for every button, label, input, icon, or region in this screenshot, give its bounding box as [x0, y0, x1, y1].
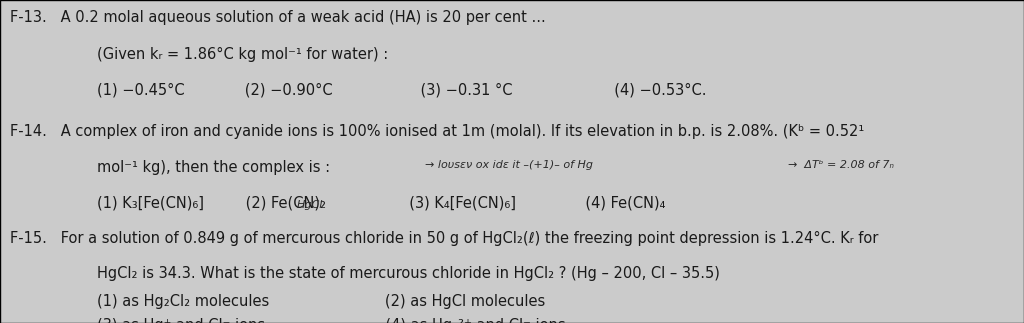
Text: (1) as Hg₂Cl₂ molecules                         (2) as HgCl molecules: (1) as Hg₂Cl₂ molecules (2) as HgCl mole…: [97, 294, 546, 309]
Text: F-15.   For a solution of 0.849 g of mercurous chloride in 50 g of HgCl₂(ℓ) the : F-15. For a solution of 0.849 g of mercu…: [10, 231, 879, 246]
Text: (Given kᵣ = 1.86°C kg mol⁻¹ for water) :: (Given kᵣ = 1.86°C kg mol⁻¹ for water) :: [97, 47, 388, 62]
Text: (1) −0.45°C             (2) −0.90°C                   (3) −0.31 °C              : (1) −0.45°C (2) −0.90°C (3) −0.31 °C: [97, 82, 707, 97]
Text: → loυsεν ox idε it –(+1)– of Hg: → loυsεν ox idε it –(+1)– of Hg: [425, 160, 593, 170]
Text: F-14.   A complex of iron and cyanide ions is 100% ionised at 1m (molal). If its: F-14. A complex of iron and cyanide ions…: [10, 124, 864, 139]
Text: (1) K₃[Fe(CN)₆]         (2) Fe(CN)₂                  (3) K₄[Fe(CN)₆]            : (1) K₃[Fe(CN)₆] (2) Fe(CN)₂ (3) K₄[Fe(CN…: [97, 195, 666, 210]
Text: (3) as Hg⁺ and Cl⁻ ions                          (4) as Hg₂²⁺ and Cl⁻ ions: (3) as Hg⁺ and Cl⁻ ions (4) as Hg₂²⁺ and…: [97, 318, 566, 323]
Text: HgCl: HgCl: [297, 200, 324, 210]
Text: F-13.   A 0.2 molal aqueous solution of a weak acid (HA) is 20 per cent ...: F-13. A 0.2 molal aqueous solution of a …: [10, 10, 546, 25]
Text: →  ΔTᵇ = 2.08 of 7ₙ: → ΔTᵇ = 2.08 of 7ₙ: [788, 160, 895, 170]
Text: mol⁻¹ kg), then the complex is :: mol⁻¹ kg), then the complex is :: [97, 160, 331, 175]
Text: HgCl₂ is 34.3. What is the state of mercurous chloride in HgCl₂ ? (Hg – 200, Cl : HgCl₂ is 34.3. What is the state of merc…: [97, 266, 720, 281]
